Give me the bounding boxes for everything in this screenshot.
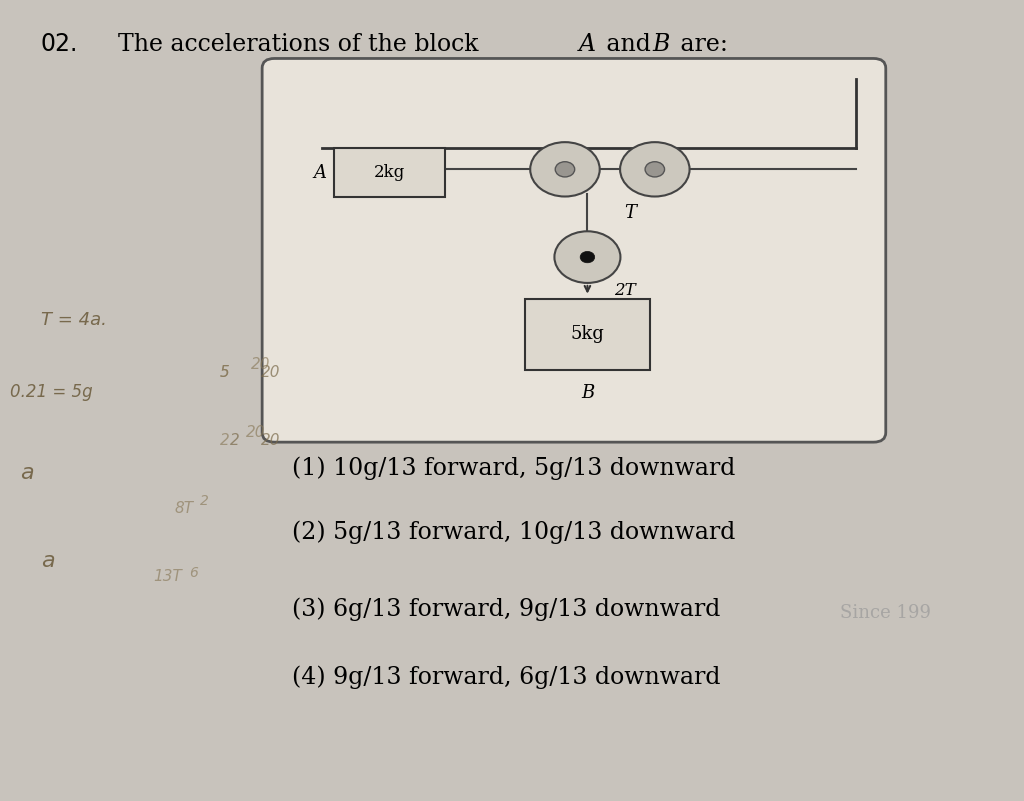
Text: 6: 6 [189,566,199,580]
Text: 20: 20 [261,433,281,448]
Text: T = 4a.: T = 4a. [41,312,106,329]
Circle shape [621,142,689,196]
Text: 02.: 02. [41,32,78,56]
Text: 5: 5 [220,365,230,380]
Text: 2: 2 [200,493,209,508]
Text: B: B [652,33,670,55]
Text: B: B [581,384,594,402]
Bar [524,299,650,370]
FancyBboxPatch shape [262,58,886,442]
Text: The accelerations of the block: The accelerations of the block [118,33,485,55]
Circle shape [554,231,621,283]
Text: 8T: 8T [174,501,194,516]
Bar [334,148,445,198]
Text: are:: are: [673,33,728,55]
Circle shape [530,142,600,196]
Text: 5kg: 5kg [570,325,604,344]
Text: (4) 9g/13 forward, 6g/13 downward: (4) 9g/13 forward, 6g/13 downward [292,665,720,689]
Text: 20: 20 [261,365,281,380]
Text: 5: 5 [220,365,230,380]
Circle shape [555,162,574,177]
Text: a: a [41,551,54,570]
Text: 2: 2 [230,433,241,448]
Text: 2: 2 [220,433,230,448]
Text: T: T [624,203,636,222]
Text: 0.21 = 5g: 0.21 = 5g [10,384,93,401]
Circle shape [645,162,665,177]
Text: (3) 6g/13 forward, 9g/13 downward: (3) 6g/13 forward, 9g/13 downward [292,597,720,621]
Text: A: A [579,33,596,55]
Text: Since 199: Since 199 [840,604,931,622]
Text: a: a [20,463,34,482]
Text: 20: 20 [251,357,270,372]
Text: 13T: 13T [154,570,182,584]
Text: 20: 20 [246,425,265,440]
Text: 2kg: 2kg [374,164,406,181]
Text: (1) 10g/13 forward, 5g/13 downward: (1) 10g/13 forward, 5g/13 downward [292,457,735,481]
Text: 2T: 2T [613,283,636,300]
Circle shape [581,252,595,263]
Text: (2) 5g/13 forward, 10g/13 downward: (2) 5g/13 forward, 10g/13 downward [292,521,735,545]
Text: and: and [599,33,658,55]
Text: A: A [313,164,326,182]
